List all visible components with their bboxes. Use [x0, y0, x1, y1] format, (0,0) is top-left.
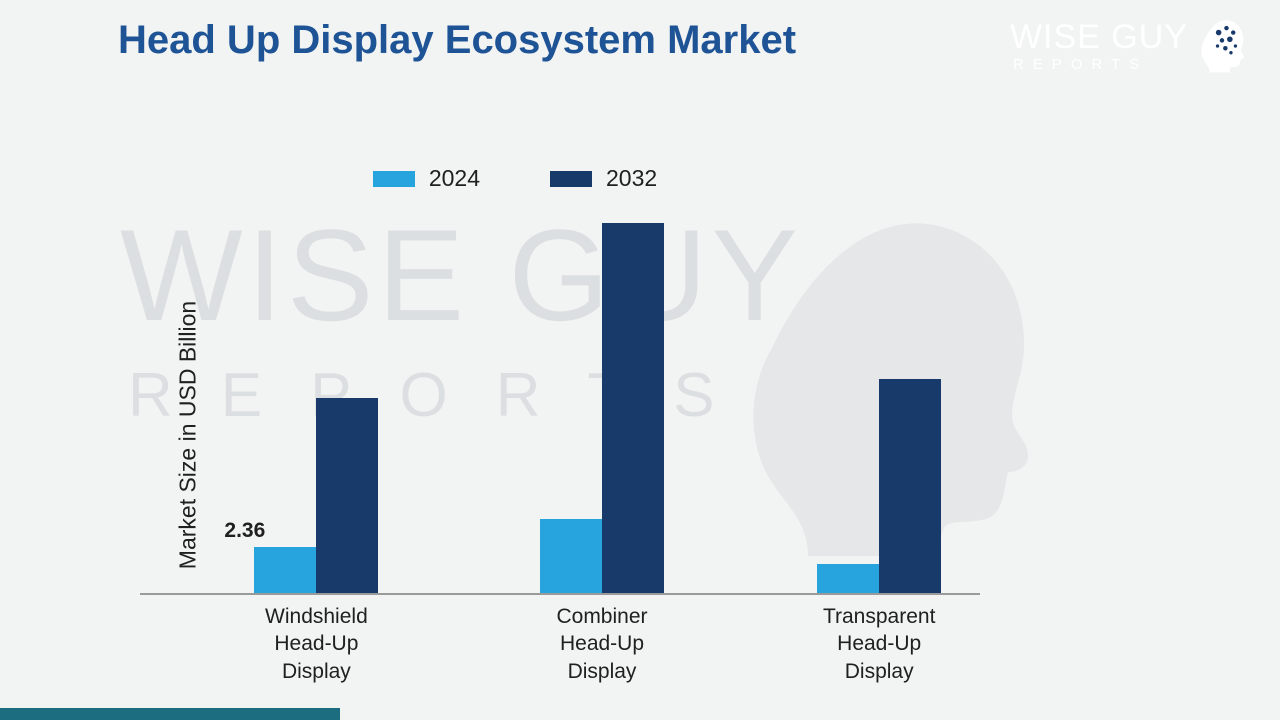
- legend-label-2024: 2024: [429, 165, 480, 192]
- chart: Market Size in USD Billion 2024 2032 2.3…: [50, 165, 980, 705]
- legend-item-2024: 2024: [373, 165, 480, 192]
- brand-logo-main: WISE GUY: [1010, 20, 1188, 54]
- chart-title: Head Up Display Ecosystem Market: [118, 18, 796, 63]
- category-label-transparent: TransparentHead-UpDisplay: [789, 595, 969, 685]
- bottom-accent-bar: [0, 708, 340, 720]
- bar-2024-windshield: [254, 547, 316, 593]
- category-label-windshield: WindshieldHead-UpDisplay: [226, 595, 406, 685]
- legend: 2024 2032: [50, 165, 980, 192]
- bar-2032-windshield: [316, 398, 378, 593]
- brand-head-icon: [1194, 18, 1250, 74]
- legend-label-2032: 2032: [606, 165, 657, 192]
- stage: WISE GUY REPORTS Head Up Display Ecosyst…: [0, 0, 1280, 720]
- bar-value-label-2024-windshield: 2.36: [224, 519, 265, 543]
- legend-swatch-2032: [550, 171, 592, 187]
- bar-2032-transparent: [879, 379, 941, 594]
- right-panel: [965, 0, 1280, 720]
- brand-logo-sub: REPORTS: [1010, 56, 1188, 73]
- bar-2024-combiner: [540, 519, 602, 593]
- legend-item-2032: 2032: [550, 165, 657, 192]
- bar-2024-transparent: [817, 564, 879, 593]
- category-label-combiner: CombinerHead-UpDisplay: [512, 595, 692, 685]
- bar-2032-combiner: [602, 223, 664, 594]
- plot-area: 2.36WindshieldHead-UpDisplayCombinerHead…: [140, 205, 980, 595]
- brand-logo: WISE GUY REPORTS: [1010, 18, 1250, 74]
- legend-swatch-2024: [373, 171, 415, 187]
